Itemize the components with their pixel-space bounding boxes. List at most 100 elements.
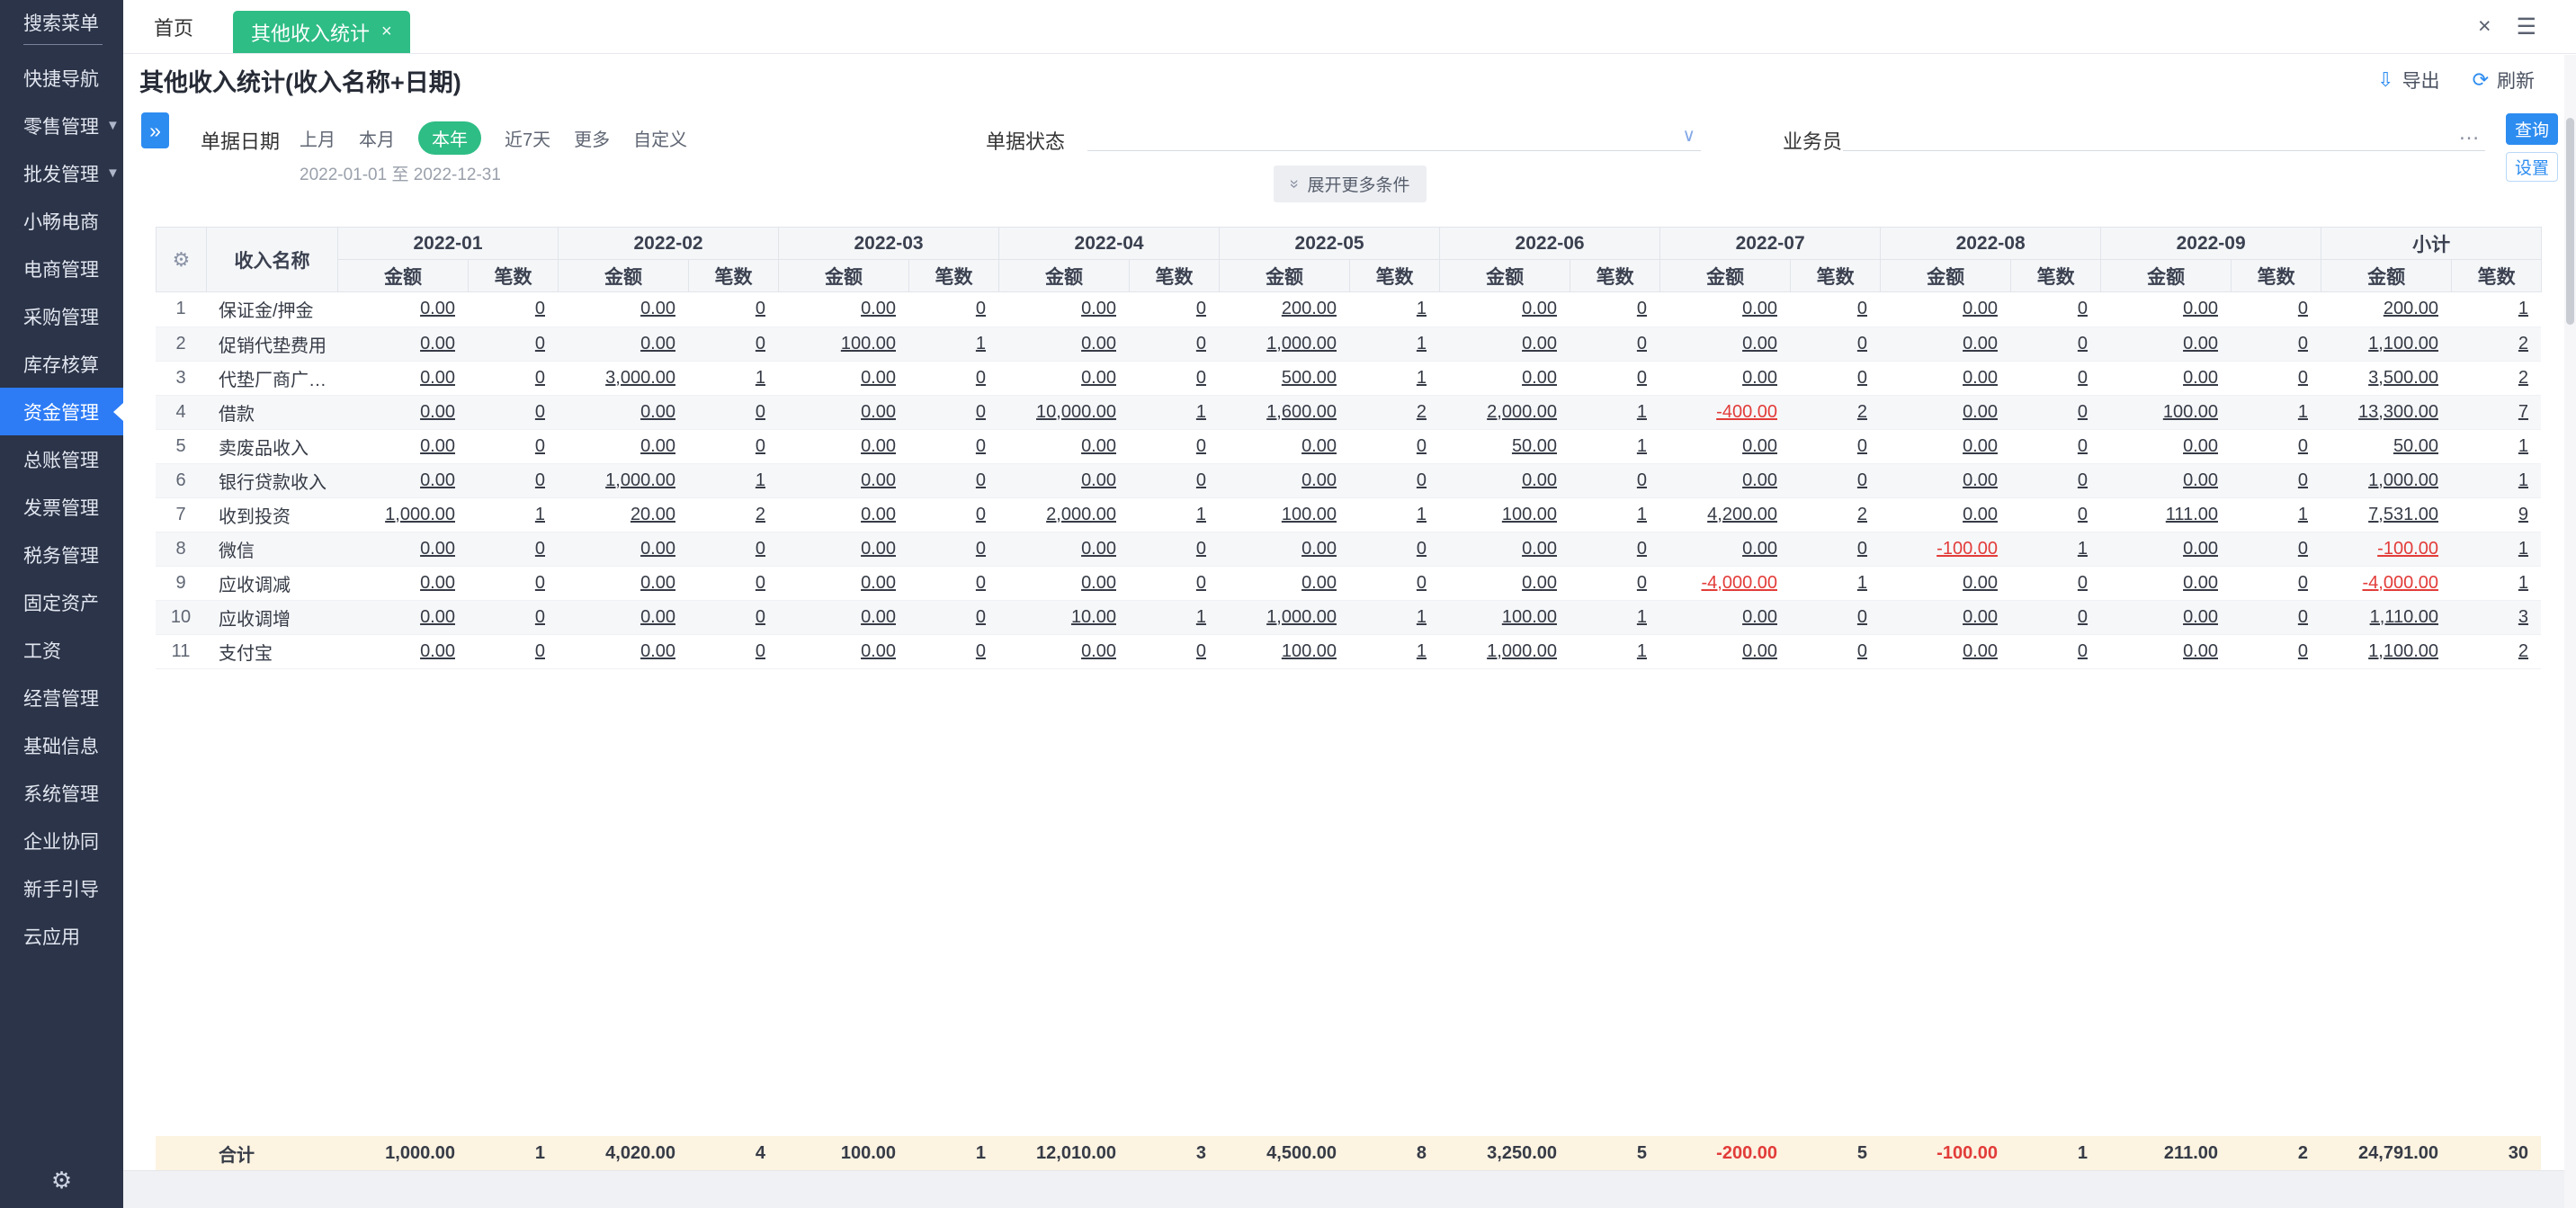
amount-cell[interactable]: 0.00 [998,292,1129,327]
count-cell[interactable]: 0 [908,292,998,327]
count-cell[interactable]: 0 [2010,463,2100,498]
count-cell[interactable]: 0 [1570,327,1659,362]
count-cell[interactable]: 0 [688,292,778,327]
count-cell[interactable]: 0 [468,600,558,635]
salesman-input[interactable]: … [1843,117,2485,151]
amount-cell[interactable]: 1,110.00 [2321,600,2451,635]
amount-cell[interactable]: 0.00 [337,361,468,396]
count-cell[interactable]: 0 [1129,327,1219,362]
amount-cell[interactable]: 0.00 [1880,327,2010,362]
count-cell[interactable]: 0 [1570,566,1659,601]
count-cell[interactable]: 1 [468,497,558,532]
count-cell[interactable]: 0 [2231,429,2321,464]
amount-cell[interactable]: 0.00 [337,600,468,635]
amount-cell[interactable]: 0.00 [1880,634,2010,669]
tab-home[interactable]: 首页 [154,16,194,40]
amount-cell[interactable]: 0.00 [558,566,688,601]
count-cell[interactable]: 0 [1790,634,1880,669]
count-cell[interactable]: 0 [2010,361,2100,396]
query-button[interactable]: 查询 [2506,113,2558,145]
amount-cell[interactable]: 3,000.00 [558,361,688,396]
date-option[interactable]: 自定义 [633,130,688,150]
count-cell[interactable]: 2 [688,497,778,532]
status-select[interactable]: ∨ [1087,117,1701,151]
count-cell[interactable]: 0 [468,429,558,464]
sidebar-item[interactable]: 库存核算 [0,340,123,388]
sidebar-item[interactable]: 电商管理 [0,245,123,292]
count-cell[interactable]: 0 [2231,532,2321,567]
amount-cell[interactable]: 0.00 [1880,497,2010,532]
count-cell[interactable]: 0 [1570,361,1659,396]
amount-cell[interactable]: 1,000.00 [1439,634,1570,669]
count-cell[interactable]: 1 [1349,361,1439,396]
sidebar-item[interactable]: 采购管理 [0,292,123,340]
count-cell[interactable]: 0 [908,361,998,396]
count-cell[interactable]: 0 [2010,634,2100,669]
amount-cell[interactable]: 2,000.00 [1439,395,1570,430]
amount-cell[interactable]: 0.00 [998,327,1129,362]
amount-cell[interactable]: 0.00 [2100,600,2231,635]
sidebar-item[interactable]: 基础信息 [0,721,123,769]
amount-cell[interactable]: 1,100.00 [2321,634,2451,669]
amount-cell[interactable]: 0.00 [998,429,1129,464]
amount-cell[interactable]: 0.00 [2100,327,2231,362]
amount-cell[interactable]: -100.00 [1880,532,2010,567]
count-cell[interactable]: 0 [1570,292,1659,327]
count-cell[interactable]: 3 [2451,600,2541,635]
amount-cell[interactable]: 0.00 [337,327,468,362]
count-cell[interactable]: 0 [1349,463,1439,498]
amount-cell[interactable]: 0.00 [1439,532,1570,567]
count-cell[interactable]: 1 [1129,395,1219,430]
amount-cell[interactable]: 1,000.00 [1219,327,1349,362]
count-cell[interactable]: 0 [468,463,558,498]
amount-cell[interactable]: 0.00 [2100,634,2231,669]
amount-cell[interactable]: 0.00 [1439,361,1570,396]
count-cell[interactable]: 0 [2231,327,2321,362]
sidebar-item[interactable]: 经营管理 [0,674,123,721]
amount-cell[interactable]: 0.00 [1439,463,1570,498]
amount-cell[interactable]: 0.00 [778,634,908,669]
count-cell[interactable]: 0 [1129,532,1219,567]
count-cell[interactable]: 0 [688,429,778,464]
amount-cell[interactable]: 200.00 [2321,292,2451,327]
amount-cell[interactable]: 0.00 [998,532,1129,567]
amount-cell[interactable]: 0.00 [1659,532,1790,567]
sidebar-settings-button[interactable]: ⚙ [0,1152,123,1208]
count-cell[interactable]: 0 [468,395,558,430]
count-cell[interactable]: 0 [1129,566,1219,601]
count-cell[interactable]: 2 [2451,361,2541,396]
sidebar-item[interactable]: 固定资产 [0,578,123,626]
count-cell[interactable]: 0 [468,327,558,362]
amount-cell[interactable]: 1,100.00 [2321,327,2451,362]
count-cell[interactable]: 0 [908,429,998,464]
amount-cell[interactable]: 1,600.00 [1219,395,1349,430]
count-cell[interactable]: 1 [1570,634,1659,669]
count-cell[interactable]: 0 [1129,634,1219,669]
count-cell[interactable]: 1 [1570,429,1659,464]
amount-cell[interactable]: 0.00 [1880,429,2010,464]
date-option[interactable]: 本年 [418,121,481,155]
count-cell[interactable]: 0 [2231,600,2321,635]
count-cell[interactable]: 0 [908,600,998,635]
amount-cell[interactable]: 100.00 [2100,395,2231,430]
amount-cell[interactable]: 0.00 [1219,429,1349,464]
amount-cell[interactable]: 0.00 [778,361,908,396]
amount-cell[interactable]: 0.00 [558,395,688,430]
amount-cell[interactable]: 0.00 [558,327,688,362]
amount-cell[interactable]: 1,000.00 [337,497,468,532]
amount-cell[interactable]: 100.00 [778,327,908,362]
count-cell[interactable]: 0 [1790,600,1880,635]
amount-cell[interactable]: 3,500.00 [2321,361,2451,396]
amount-cell[interactable]: 0.00 [337,292,468,327]
sidebar-item[interactable]: 发票管理 [0,483,123,531]
export-button[interactable]: ⇩ 导出 [2377,67,2439,94]
count-cell[interactable]: 0 [468,634,558,669]
count-cell[interactable]: 0 [908,566,998,601]
grid-column-settings[interactable]: ⚙ [156,227,207,292]
count-cell[interactable]: 1 [1349,292,1439,327]
sidebar-item[interactable]: 小畅电商 [0,197,123,245]
amount-cell[interactable]: 50.00 [2321,429,2451,464]
count-cell[interactable]: 1 [1129,600,1219,635]
amount-cell[interactable]: 0.00 [778,395,908,430]
tab-list-icon[interactable]: ☰ [2516,13,2536,40]
